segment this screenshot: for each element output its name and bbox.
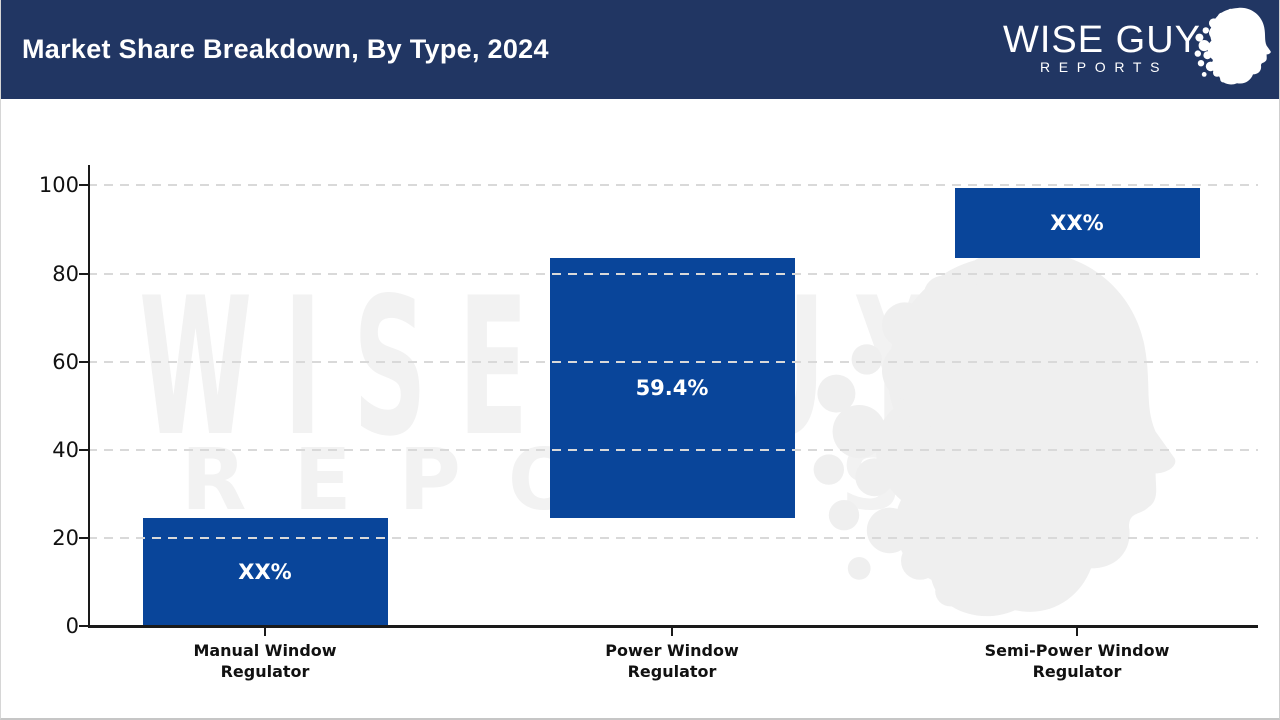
- y-axis-tick: [79, 536, 88, 539]
- y-axis-tick: [79, 625, 88, 627]
- logo-wiseguy-text: WISE GUY: [1002, 18, 1201, 61]
- wiseguy-logo: WISE GUY REPORTS: [1003, 4, 1273, 92]
- y-axis-tick: [79, 360, 88, 363]
- bar-2: 59.4%: [549, 258, 795, 519]
- y-axis-tick-label: 20: [52, 525, 79, 550]
- gridline-100: [88, 184, 1258, 187]
- x-axis-line: [88, 625, 1258, 628]
- bar-3: XX%: [954, 188, 1200, 259]
- y-axis-tick: [79, 184, 88, 187]
- y-axis-tick-label: 100: [38, 173, 79, 198]
- x-axis-tick: [264, 628, 266, 636]
- y-axis-tick-label: 60: [52, 349, 79, 374]
- watermark-wiseguy-text: WISE GUY: [139, 257, 963, 478]
- x-category-label: Semi-Power Window Regulator: [984, 641, 1170, 681]
- y-axis-tick: [79, 448, 88, 451]
- bar-value-label: 59.4%: [635, 376, 709, 401]
- y-axis-tick-label: 80: [52, 261, 79, 286]
- x-category-label: Power Window Regulator: [605, 641, 739, 681]
- gridline-60: [88, 360, 1258, 363]
- bar-value-label: XX%: [238, 560, 292, 585]
- page-title: Market Share Breakdown, By Type, 2024: [22, 34, 549, 64]
- logo-text: WISE GUY REPORTS: [1002, 18, 1201, 76]
- x-axis-tick: [1076, 628, 1078, 636]
- y-axis-tick-label: 0: [65, 614, 79, 638]
- bar-1: XX%: [142, 518, 388, 626]
- gridline-40: [88, 448, 1258, 451]
- bar-value-label: XX%: [1050, 211, 1104, 236]
- gridline-20: [88, 536, 1258, 539]
- wiseguy-face-icon: [1194, 7, 1271, 85]
- logo-reports-text: REPORTS: [1039, 59, 1169, 76]
- gridline-80: [88, 272, 1258, 275]
- header-bar: Market Share Breakdown, By Type, 2024 WI…: [1, 0, 1279, 99]
- x-category-label: Manual Window Regulator: [193, 641, 337, 681]
- y-axis-tick: [79, 272, 88, 275]
- x-axis-tick: [671, 628, 673, 636]
- y-axis-line: [88, 165, 90, 628]
- y-axis-tick-label: 40: [52, 437, 79, 462]
